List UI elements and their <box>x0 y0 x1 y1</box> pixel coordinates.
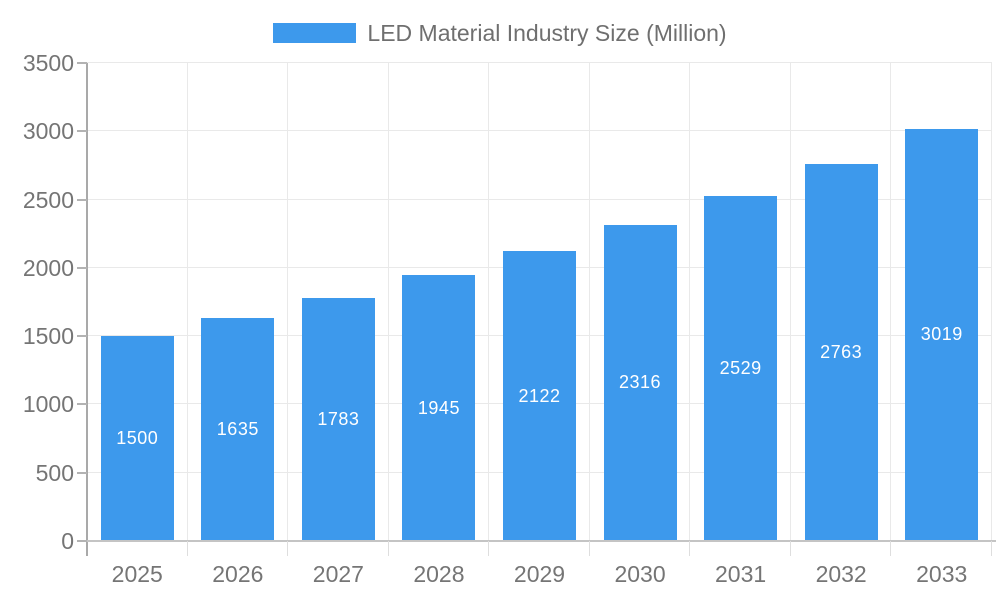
gridline-vertical <box>991 63 992 541</box>
gridline-vertical <box>488 63 490 541</box>
x-tick-mark <box>488 541 490 556</box>
bar-value-label: 1945 <box>417 397 460 418</box>
y-tick-mark <box>77 335 87 338</box>
gridline-horizontal <box>87 198 992 200</box>
bar-value-label: 2316 <box>619 372 662 393</box>
y-tick-mark <box>77 540 87 542</box>
x-axis-tick-label: 2031 <box>715 561 767 587</box>
bar[interactable]: 2122 <box>503 251 576 541</box>
legend-swatch-icon <box>273 23 357 43</box>
legend-label: LED Material Industry Size (Million) <box>367 19 727 46</box>
gridline-vertical <box>287 63 289 541</box>
bar[interactable]: 1945 <box>402 275 476 541</box>
y-tick-mark <box>77 130 87 133</box>
bar-value-label: 2529 <box>719 357 762 378</box>
x-axis-tick-label: 2027 <box>312 561 364 587</box>
gridline-vertical <box>186 63 188 541</box>
x-axis-baseline <box>87 540 996 542</box>
x-tick-mark <box>991 541 992 556</box>
gridline-vertical <box>890 63 892 541</box>
bar-value-label: 1500 <box>116 428 159 449</box>
y-tick-mark <box>77 62 87 64</box>
bar[interactable]: 1783 <box>301 297 375 541</box>
y-axis-tick-label: 500 <box>35 459 74 486</box>
bar[interactable]: 2529 <box>704 195 778 541</box>
y-axis-tick-label: 2000 <box>22 254 74 281</box>
gridline-horizontal <box>87 62 992 63</box>
gridline-vertical <box>588 63 590 541</box>
plot-area: 1500 1635 1783 1945 2122 2316 2529 2763 3019 <box>87 62 992 541</box>
x-tick-mark <box>387 541 389 556</box>
x-axis-tick-label: 2029 <box>513 561 566 587</box>
y-axis-line <box>86 63 88 556</box>
bar[interactable]: 2316 <box>603 224 677 541</box>
x-axis-tick-label: 2028 <box>413 561 465 587</box>
bar-value-label: 1635 <box>216 418 259 439</box>
y-tick-mark <box>77 266 87 269</box>
bar[interactable]: 1500 <box>100 336 174 541</box>
bar-value-label: 3019 <box>920 324 963 345</box>
x-tick-mark <box>588 541 590 556</box>
legend[interactable]: LED Material Industry Size (Million) <box>0 20 1000 46</box>
gridline-vertical <box>789 63 791 541</box>
gridline-horizontal <box>87 130 992 132</box>
x-tick-mark <box>890 541 892 556</box>
x-axis-tick-label: 2030 <box>614 561 666 587</box>
y-axis-tick-label: 1500 <box>22 323 74 350</box>
bar[interactable]: 2763 <box>804 163 878 541</box>
y-axis-tick-label: 3500 <box>22 50 74 76</box>
x-tick-mark <box>186 541 188 556</box>
bar-value-label: 2763 <box>820 341 863 362</box>
bar[interactable]: 1635 <box>201 317 275 541</box>
x-tick-mark <box>689 541 691 556</box>
y-tick-mark <box>77 471 87 474</box>
bar-value-label: 1783 <box>317 408 360 429</box>
x-axis-tick-label: 2025 <box>111 561 163 587</box>
y-tick-mark <box>77 198 87 201</box>
x-tick-mark <box>789 541 791 556</box>
gridline-vertical <box>689 63 691 541</box>
bar[interactable]: 3019 <box>905 128 979 541</box>
y-axis-tick-label: 3000 <box>22 118 74 145</box>
y-axis-tick-label: 2500 <box>22 186 74 213</box>
bar-value-label: 2122 <box>518 385 561 406</box>
x-axis-tick-label: 2033 <box>916 561 968 587</box>
x-tick-mark <box>287 541 289 556</box>
gridline-vertical <box>387 63 389 541</box>
y-axis-tick-label: 1000 <box>22 391 74 418</box>
y-tick-mark <box>77 403 87 406</box>
y-axis-tick-label: 0 <box>61 528 74 554</box>
x-axis-tick-label: 2026 <box>212 561 264 587</box>
x-axis-tick-label: 2032 <box>815 561 867 587</box>
